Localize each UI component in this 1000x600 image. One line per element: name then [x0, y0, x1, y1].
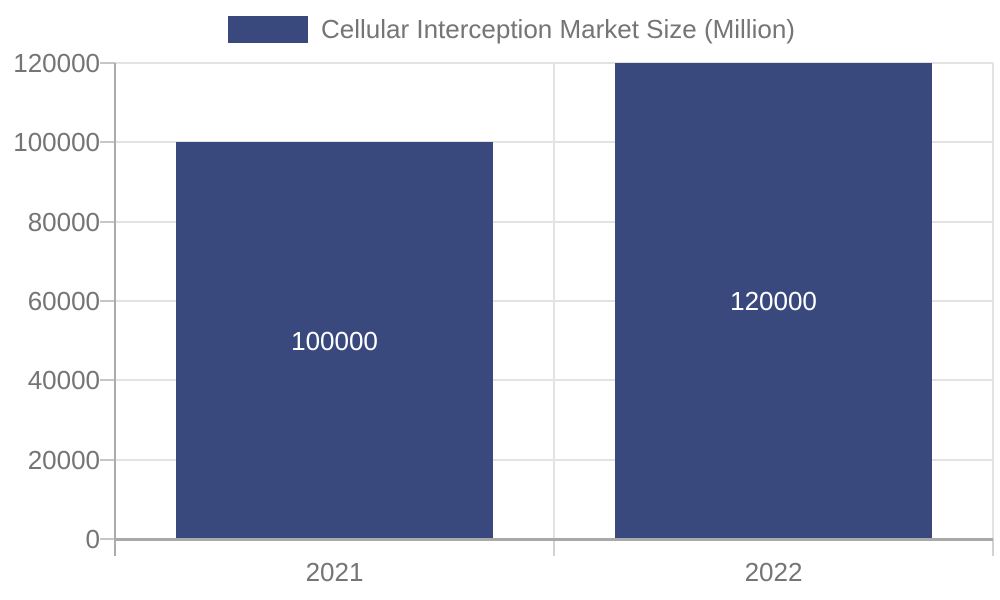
- legend-label: Cellular Interception Market Size (Milli…: [321, 14, 795, 44]
- y-tick-mark: [100, 300, 115, 302]
- v-gridline: [992, 63, 994, 539]
- v-gridline: [553, 63, 555, 539]
- x-tick-label: 2022: [744, 557, 803, 587]
- y-axis-line: [114, 63, 116, 556]
- bar: [176, 142, 493, 539]
- x-axis-line: [115, 538, 993, 541]
- x-tick-mark: [992, 539, 994, 556]
- legend: Cellular Interception Market Size (Milli…: [228, 14, 795, 44]
- bar: [615, 63, 932, 539]
- x-tick-label: 2021: [305, 557, 364, 587]
- y-tick-label: 60000: [27, 286, 100, 316]
- y-tick-label: 0: [85, 524, 100, 554]
- y-tick-label: 80000: [27, 206, 100, 237]
- y-tick-label: 40000: [27, 365, 100, 396]
- y-tick-label: 120000: [13, 48, 100, 78]
- y-tick-mark: [100, 458, 115, 461]
- bar-value-label: 100000: [291, 325, 378, 356]
- x-tick-mark: [553, 539, 555, 556]
- y-tick-mark: [100, 379, 115, 382]
- y-tick-mark: [100, 141, 115, 144]
- y-tick-mark: [100, 538, 115, 540]
- y-tick-mark: [100, 220, 115, 223]
- y-tick-label: 20000: [27, 444, 100, 475]
- bar-value-label: 120000: [730, 286, 817, 316]
- y-tick-mark: [100, 62, 115, 64]
- legend-swatch: [228, 15, 308, 43]
- y-tick-label: 100000: [13, 127, 100, 158]
